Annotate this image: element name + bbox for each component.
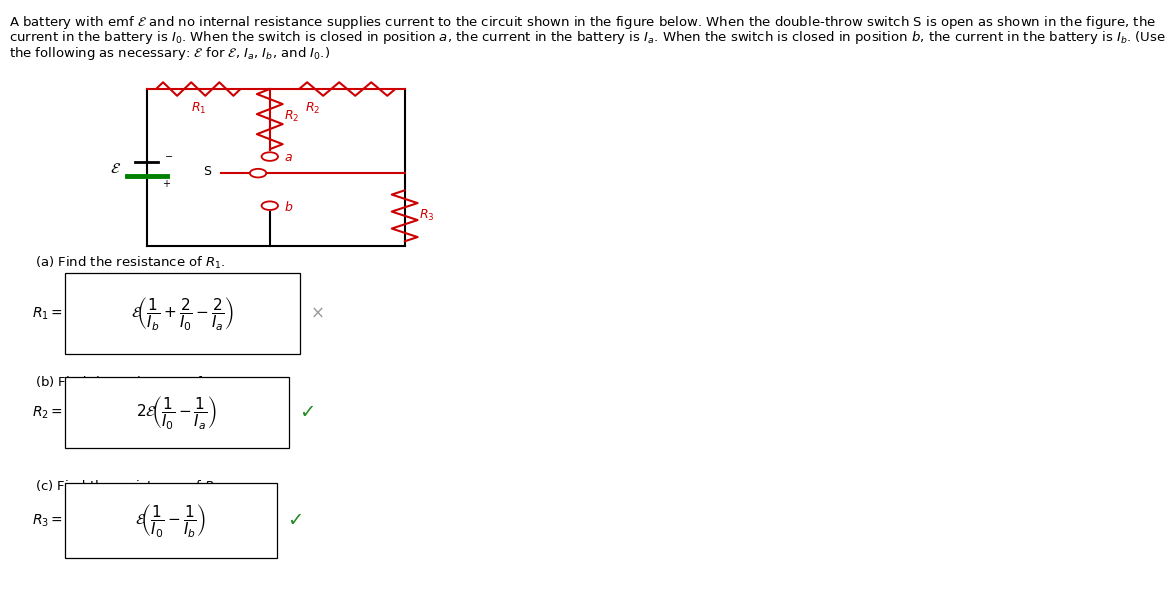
Text: $\mathcal{E}\!\left(\dfrac{1}{I_0} - \dfrac{1}{I_b}\right)$: $\mathcal{E}\!\left(\dfrac{1}{I_0} - \df…: [135, 502, 206, 539]
Text: $\mathcal{E}$: $\mathcal{E}$: [110, 161, 121, 176]
Text: $R_3$: $R_3$: [419, 208, 434, 223]
Text: (b) Find the resistance of $R_2$.: (b) Find the resistance of $R_2$.: [35, 375, 226, 391]
Text: S: S: [203, 165, 211, 179]
Text: $R_1$: $R_1$: [190, 101, 206, 117]
Text: ×: ×: [311, 305, 325, 322]
FancyBboxPatch shape: [65, 483, 277, 558]
Circle shape: [262, 152, 278, 161]
Text: ✓: ✓: [299, 403, 316, 422]
FancyBboxPatch shape: [65, 377, 289, 448]
Text: (a) Find the resistance of $R_1$.: (a) Find the resistance of $R_1$.: [35, 255, 225, 271]
Text: $b$: $b$: [284, 200, 293, 214]
Text: $R_1 =$: $R_1 =$: [33, 305, 63, 322]
Text: $R_2$: $R_2$: [284, 109, 299, 123]
Text: (c) Find the resistance of $R_3$.: (c) Find the resistance of $R_3$.: [35, 479, 225, 495]
Text: $-$: $-$: [164, 150, 174, 160]
Text: $a$: $a$: [284, 151, 293, 165]
Text: ✓: ✓: [287, 511, 304, 530]
Text: A battery with emf $\mathcal{E}$ and no internal resistance supplies current to : A battery with emf $\mathcal{E}$ and no …: [9, 14, 1157, 31]
Text: $+$: $+$: [162, 178, 171, 189]
Text: $2\mathcal{E}\!\left(\dfrac{1}{I_0} - \dfrac{1}{I_a}\right)$: $2\mathcal{E}\!\left(\dfrac{1}{I_0} - \d…: [136, 394, 217, 431]
Text: the following as necessary: $\mathcal{E}$ for $\mathcal{E}$, $I_a$, $I_b$, and $: the following as necessary: $\mathcal{E}…: [9, 45, 331, 63]
Circle shape: [250, 169, 266, 177]
Text: $R_2 =$: $R_2 =$: [33, 405, 63, 421]
Circle shape: [262, 201, 278, 210]
FancyBboxPatch shape: [65, 273, 300, 354]
Text: $R_3 =$: $R_3 =$: [33, 512, 63, 529]
Text: current in the battery is $I_0$. When the switch is closed in position $a$, the : current in the battery is $I_0$. When th…: [9, 29, 1166, 47]
Text: $R_2$: $R_2$: [305, 101, 320, 117]
Text: $\mathcal{E}\!\left(\dfrac{1}{I_b} + \dfrac{2}{I_0} - \dfrac{2}{I_a}\right)$: $\mathcal{E}\!\left(\dfrac{1}{I_b} + \df…: [130, 295, 235, 332]
